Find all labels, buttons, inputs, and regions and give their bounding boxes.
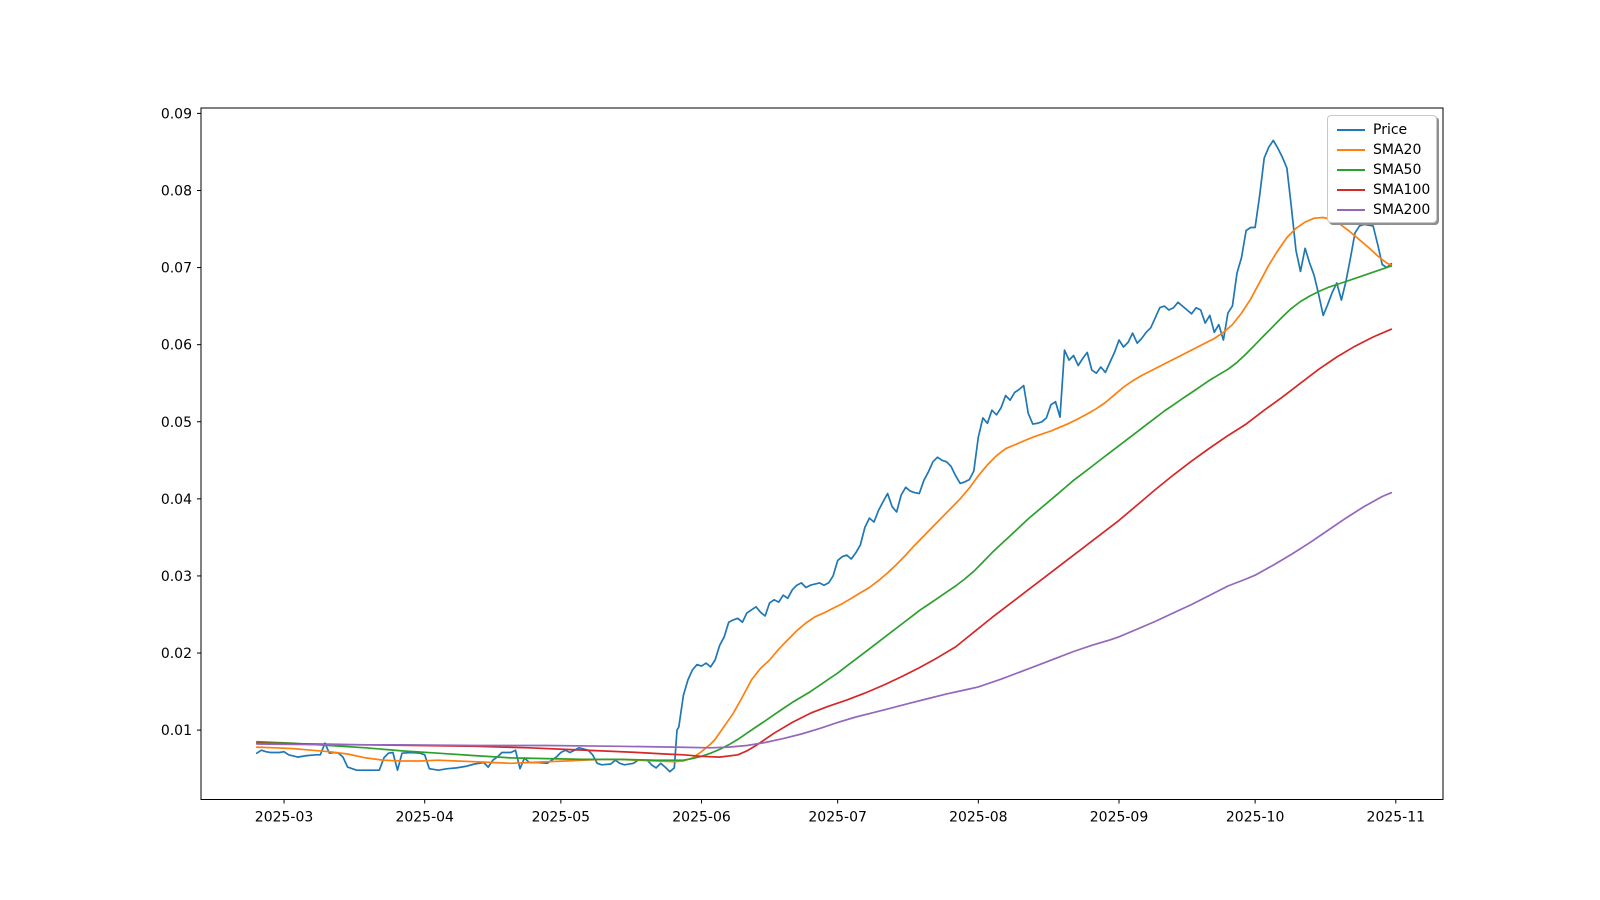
legend-entry-price: Price [1328, 120, 1436, 140]
x-tick-label: 2025-08 [949, 810, 1008, 826]
x-tick-label: 2025-06 [672, 810, 731, 826]
legend-line-swatch [1337, 149, 1365, 151]
legend-line-swatch [1337, 189, 1365, 191]
legend-entry-sma50: SMA50 [1328, 160, 1436, 180]
series-line-sma50 [255, 265, 1393, 762]
y-tick-label: 0.03 [161, 569, 192, 585]
legend-entry-sma20: SMA20 [1328, 140, 1436, 160]
x-tick-label: 2025-09 [1090, 810, 1149, 826]
y-tick-label: 0.05 [161, 415, 192, 431]
x-tick-label: 2025-03 [255, 810, 314, 826]
y-tick-label: 0.09 [161, 106, 192, 122]
legend-line-swatch [1337, 129, 1365, 131]
x-tick-label: 2025-04 [395, 810, 454, 826]
plot-border [200, 107, 1444, 800]
legend-label: SMA100 [1373, 182, 1431, 198]
y-tick-label: 0.06 [161, 338, 192, 354]
y-tick-label: 0.02 [161, 646, 192, 662]
legend-entry-sma200: SMA200 [1328, 200, 1436, 220]
legend-label: SMA200 [1373, 202, 1431, 218]
x-tick-label: 2025-07 [808, 810, 867, 826]
series-line-sma100 [255, 328, 1393, 758]
x-tick-label: 2025-11 [1367, 810, 1426, 826]
x-tick-label: 2025-05 [532, 810, 591, 826]
y-tick-label: 0.04 [161, 492, 192, 508]
legend-label: Price [1373, 122, 1408, 138]
series-line-price [255, 139, 1393, 773]
y-tick-label: 0.01 [161, 723, 192, 739]
series-line-sma20 [255, 216, 1393, 765]
legend-label: SMA20 [1373, 142, 1422, 158]
legend-label: SMA50 [1373, 162, 1422, 178]
x-tick-label: 2025-10 [1226, 810, 1285, 826]
series-line-sma200 [255, 491, 1393, 749]
legend: Price SMA20 SMA50 SMA100 SMA200 [1327, 115, 1437, 223]
y-tick-label: 0.07 [161, 261, 192, 277]
legend-entry-sma100: SMA100 [1328, 180, 1436, 200]
legend-line-swatch [1337, 169, 1365, 171]
y-tick-label: 0.08 [161, 183, 192, 199]
legend-line-swatch [1337, 209, 1365, 211]
